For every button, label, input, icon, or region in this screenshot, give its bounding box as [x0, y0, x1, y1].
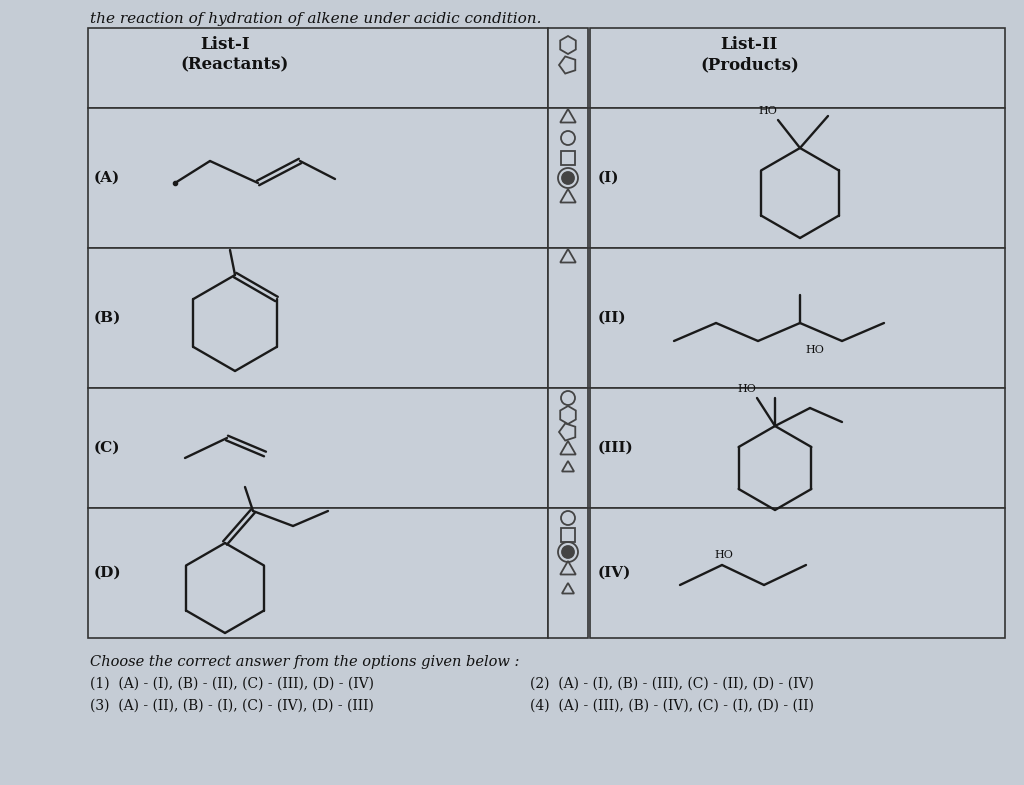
Circle shape	[562, 546, 574, 558]
Text: (4)  (A) - (III), (B) - (IV), (C) - (I), (D) - (II): (4) (A) - (III), (B) - (IV), (C) - (I), …	[530, 699, 814, 713]
Circle shape	[562, 172, 574, 184]
Bar	[88, 108, 548, 248]
Bar	[88, 248, 548, 388]
Bar	[561, 151, 575, 165]
Text: HO: HO	[714, 550, 733, 560]
Text: (Reactants): (Reactants)	[180, 56, 289, 73]
Text: HO: HO	[805, 345, 824, 355]
Bar	[548, 388, 588, 508]
Bar	[548, 28, 588, 108]
Text: Choose the correct answer from the options given below :: Choose the correct answer from the optio…	[90, 655, 519, 669]
Text: (Products): (Products)	[700, 56, 799, 73]
Text: (1)  (A) - (I), (B) - (II), (C) - (III), (D) - (IV): (1) (A) - (I), (B) - (II), (C) - (III), …	[90, 677, 374, 691]
Bar	[548, 108, 588, 248]
Text: (A): (A)	[94, 171, 120, 185]
Text: (D): (D)	[94, 566, 122, 580]
Bar	[548, 248, 588, 388]
Bar	[88, 28, 548, 108]
Bar	[590, 508, 1005, 638]
Text: (I): (I)	[598, 171, 620, 185]
Bar	[548, 508, 588, 638]
Text: the reaction of hydration of alkene under acidic condition.: the reaction of hydration of alkene unde…	[90, 12, 542, 26]
Bar	[590, 108, 1005, 248]
Bar	[88, 388, 548, 508]
Text: HO: HO	[737, 384, 756, 394]
Bar	[590, 28, 1005, 108]
Text: (2)  (A) - (I), (B) - (III), (C) - (II), (D) - (IV): (2) (A) - (I), (B) - (III), (C) - (II), …	[530, 677, 814, 691]
Text: (C): (C)	[94, 441, 121, 455]
Text: HO: HO	[758, 106, 777, 116]
Text: (III): (III)	[598, 441, 634, 455]
Text: (B): (B)	[94, 311, 122, 325]
Text: List-II: List-II	[720, 36, 777, 53]
Text: (II): (II)	[598, 311, 627, 325]
Bar	[590, 388, 1005, 508]
Text: (IV): (IV)	[598, 566, 632, 580]
Bar	[88, 508, 548, 638]
Text: List-I: List-I	[200, 36, 250, 53]
Bar	[590, 248, 1005, 388]
Bar	[561, 528, 575, 542]
Text: (3)  (A) - (II), (B) - (I), (C) - (IV), (D) - (III): (3) (A) - (II), (B) - (I), (C) - (IV), (…	[90, 699, 374, 713]
